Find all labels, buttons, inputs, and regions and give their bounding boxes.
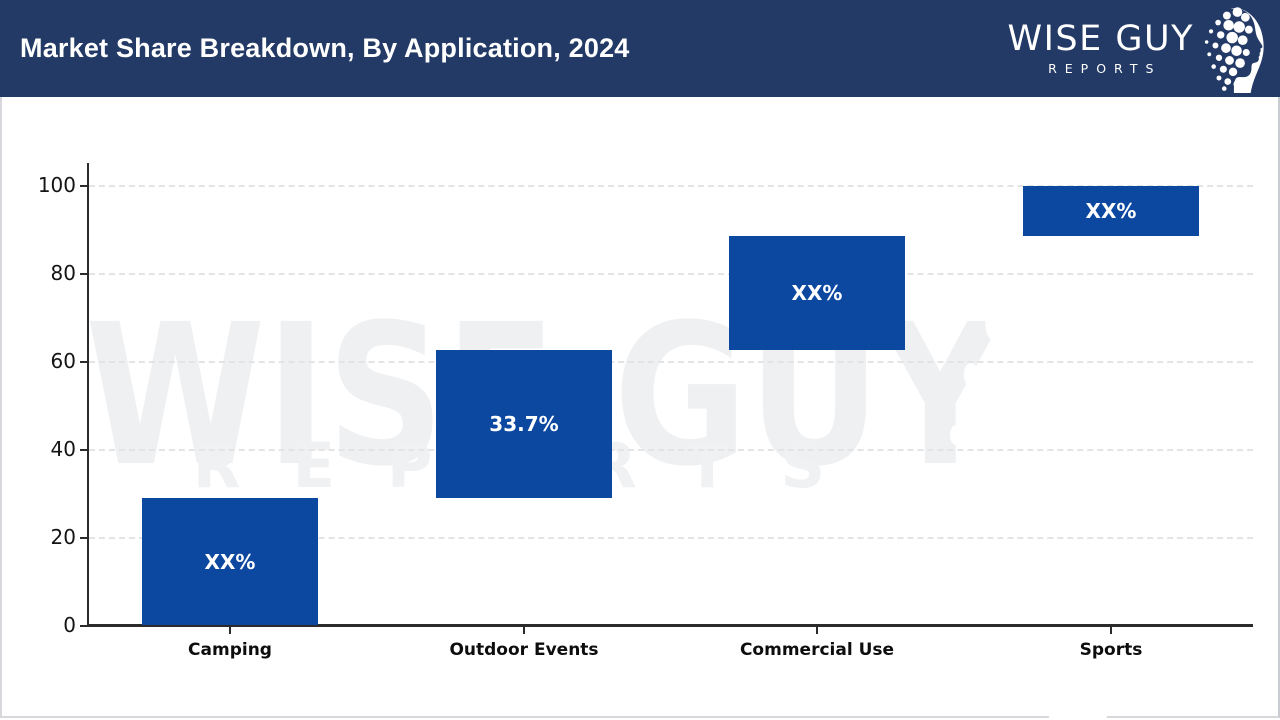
x-tick-mark-commercial-use bbox=[816, 626, 818, 634]
y-tick-mark-20 bbox=[80, 536, 88, 539]
gridline-20 bbox=[89, 536, 1253, 539]
header-bar: Market Share Breakdown, By Application, … bbox=[0, 0, 1280, 97]
x-tick-mark-camping bbox=[229, 626, 231, 634]
bar-sports: XX% bbox=[1023, 186, 1199, 237]
y-tick-label-20: 20 bbox=[50, 524, 76, 549]
x-tick-label-camping: Camping bbox=[188, 640, 272, 660]
y-tick-label-60: 60 bbox=[50, 348, 76, 373]
gridline-60 bbox=[89, 360, 1253, 363]
y-axis-spine bbox=[87, 163, 89, 626]
bar-outdoor-events: 33.7% bbox=[436, 349, 612, 498]
gridline-40 bbox=[89, 448, 1253, 451]
bar-value-label-commercial-use: XX% bbox=[791, 280, 843, 305]
x-axis-line bbox=[87, 624, 1253, 627]
bar-value-label-sports: XX% bbox=[1085, 199, 1137, 224]
bar-camping: XX% bbox=[142, 497, 318, 626]
bar-value-label-outdoor-events: 33.7% bbox=[489, 411, 559, 436]
logo-wordmark: WISE GUY bbox=[1007, 18, 1194, 59]
logo-text: WISE GUY REPORTS bbox=[1007, 18, 1194, 76]
x-tick-mark-sports bbox=[1110, 626, 1112, 634]
y-tick-mark-40 bbox=[80, 448, 88, 451]
y-tick-label-40: 40 bbox=[50, 436, 76, 461]
y-tick-label-80: 80 bbox=[50, 260, 76, 285]
bar-value-label-camping: XX% bbox=[204, 549, 256, 574]
y-tick-mark-60 bbox=[80, 360, 88, 363]
bar-commercial-use: XX% bbox=[729, 236, 905, 350]
logo-subtitle: REPORTS bbox=[1048, 60, 1162, 76]
gridline-100 bbox=[89, 185, 1253, 188]
y-tick-mark-80 bbox=[80, 272, 88, 275]
y-tick-mark-100 bbox=[80, 185, 88, 188]
x-tick-label-commercial-use: Commercial Use bbox=[739, 640, 895, 660]
y-tick-label-0: 0 bbox=[63, 612, 76, 637]
x-tick-label-outdoor-events: Outdoor Events bbox=[449, 640, 599, 660]
x-tick-label-sports: Sports bbox=[1079, 640, 1143, 660]
x-tick-mark-outdoor-events bbox=[523, 626, 525, 634]
gridline-80 bbox=[89, 272, 1253, 275]
wise-guy-reports-logo: WISE GUY REPORTS bbox=[1007, 5, 1280, 93]
y-tick-mark-0 bbox=[80, 624, 88, 627]
chart-title: Market Share Breakdown, By Application, … bbox=[20, 33, 630, 63]
y-tick-label-100: 100 bbox=[37, 173, 76, 198]
